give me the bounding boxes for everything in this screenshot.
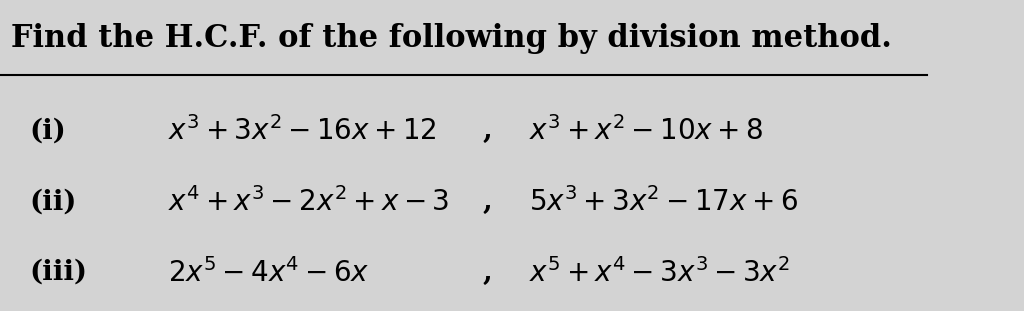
Text: $x^3+x^2-10x+8$: $x^3+x^2-10x+8$ xyxy=(529,116,763,146)
Text: ,: , xyxy=(483,117,493,144)
Text: ,: , xyxy=(483,188,493,215)
Text: (ii): (ii) xyxy=(29,188,77,215)
Text: $x^5+x^4-3x^3-3x^2$: $x^5+x^4-3x^3-3x^2$ xyxy=(529,258,791,288)
Text: $x^4+x^3-2x^2+x-3$: $x^4+x^3-2x^2+x-3$ xyxy=(168,187,450,217)
Text: Find the H.C.F. of the following by division method.: Find the H.C.F. of the following by divi… xyxy=(10,23,892,54)
Text: $5x^3+3x^2-17x+6$: $5x^3+3x^2-17x+6$ xyxy=(529,187,798,217)
Text: $2x^5-4x^4-6x$: $2x^5-4x^4-6x$ xyxy=(168,258,370,288)
Text: (i): (i) xyxy=(29,117,66,144)
Text: $x^3+3x^2-16x+12$: $x^3+3x^2-16x+12$ xyxy=(168,116,436,146)
Text: ,: , xyxy=(483,259,493,286)
Text: (iii): (iii) xyxy=(29,259,87,286)
